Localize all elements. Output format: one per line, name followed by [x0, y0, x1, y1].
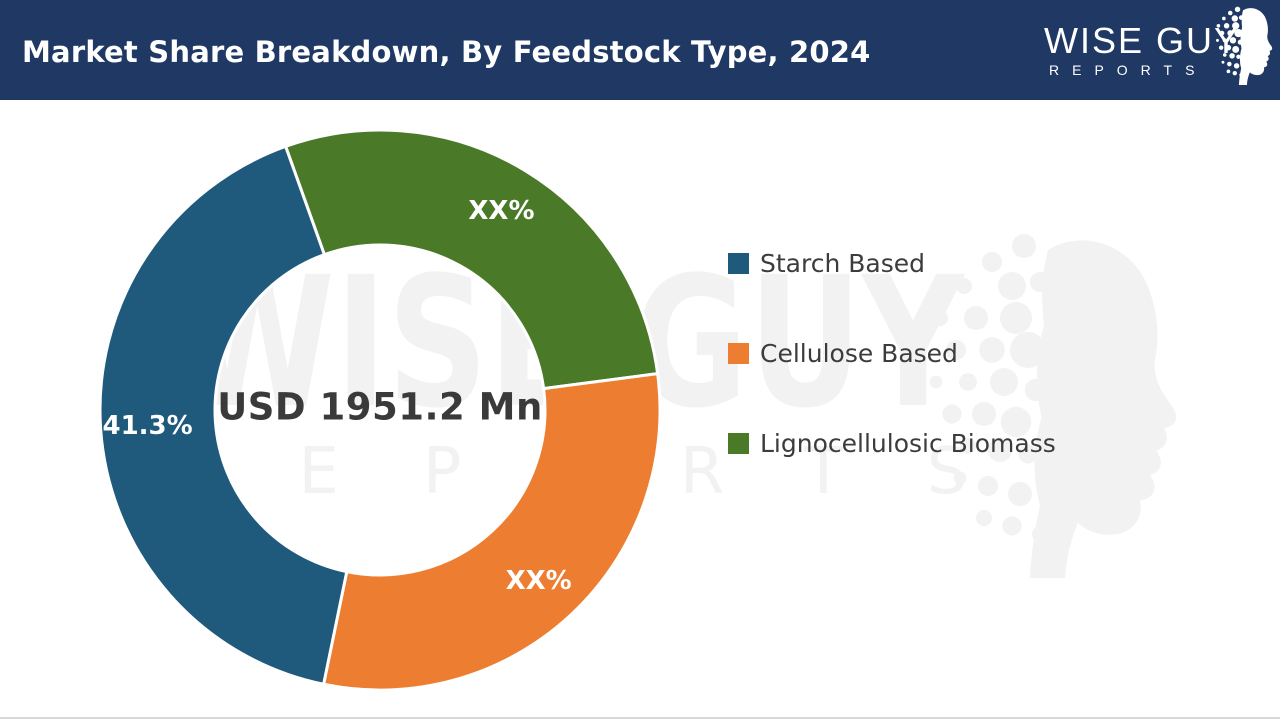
pie-slice-starch-based	[98, 144, 349, 686]
slice-label-starch-based: 41.3%	[102, 411, 193, 442]
pie-slice-lignocellulosic-biomass	[284, 128, 660, 391]
legend-label: Cellulose Based	[760, 338, 958, 368]
logo-wordmark: WISE GUY	[1044, 20, 1241, 61]
legend-label: Starch Based	[760, 248, 926, 278]
legend-swatch	[728, 342, 749, 364]
donut-chart	[98, 128, 662, 692]
legend-item-cellulose-based: Cellulose Based	[728, 338, 1056, 368]
pie-slice-cellulose-based	[322, 372, 662, 692]
wise-guy-logo: WISE GUY REPORTS	[1044, 20, 1241, 79]
legend-item-starch-based: Starch Based	[728, 248, 1056, 278]
face-logo-icon	[1211, 3, 1275, 85]
legend: Starch Based Cellulose Based Lignocellulos…	[728, 248, 1056, 520]
header: Market Share Breakdown, By Feedstock Typ…	[0, 0, 1280, 100]
page-title: Market Share Breakdown, By Feedstock Typ…	[22, 35, 871, 69]
bottom-divider	[0, 717, 1280, 719]
slice-label-lignocellulosic-biomass: XX%	[468, 196, 535, 227]
legend-swatch	[728, 252, 749, 274]
donut-center-value: USD 1951.2 Mn	[217, 385, 543, 429]
legend-swatch	[728, 432, 749, 454]
slice-label-cellulose-based: XX%	[505, 565, 572, 596]
logo-subtitle: REPORTS	[1049, 62, 1208, 78]
legend-item-lignocellulosic-biomass: Lignocellulosic Biomass	[728, 428, 1056, 458]
legend-label: Lignocellulosic Biomass	[760, 428, 1056, 458]
